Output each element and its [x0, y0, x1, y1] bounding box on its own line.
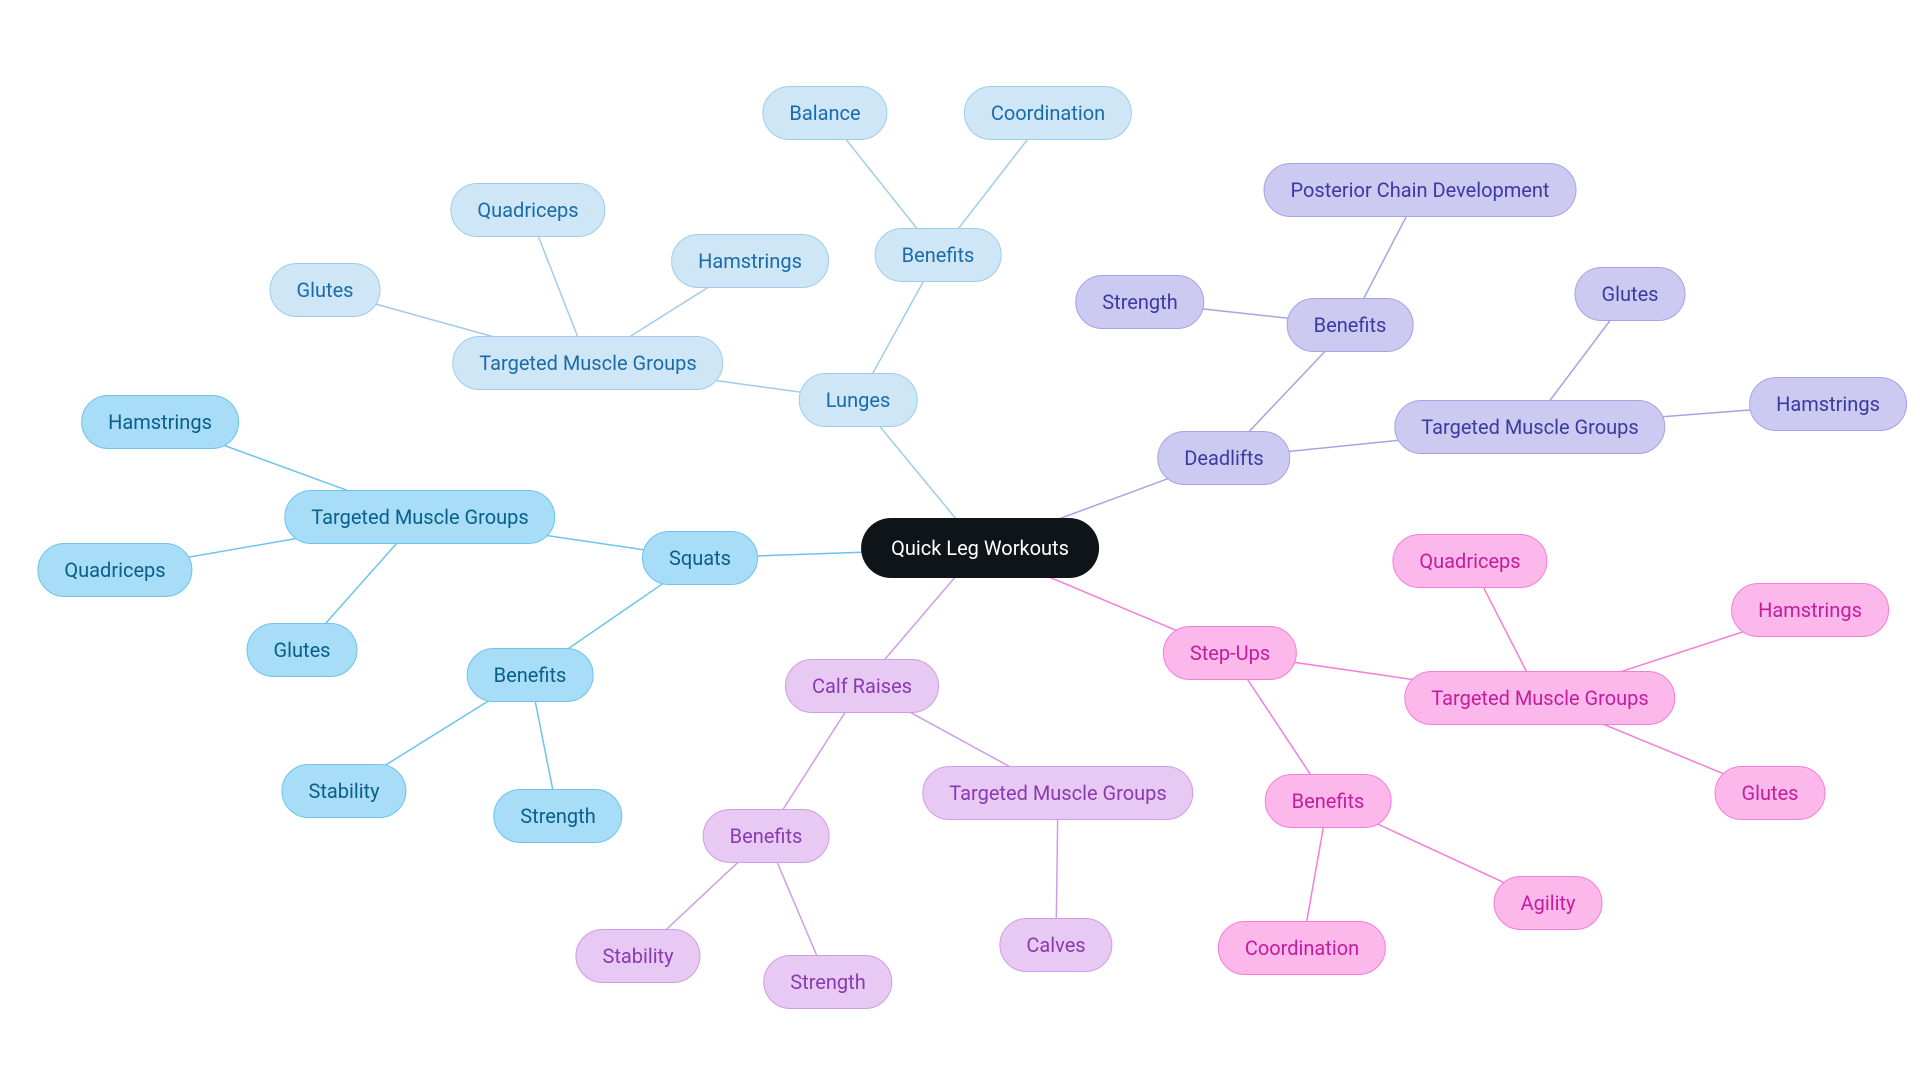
node-label: Strength: [1102, 290, 1177, 314]
node-label: Strength: [520, 804, 595, 828]
mindmap-node[interactable]: Strength: [763, 955, 892, 1009]
node-label: Balance: [789, 101, 860, 125]
mindmap-node[interactable]: Coordination: [1218, 921, 1386, 975]
node-label: Benefits: [1314, 313, 1387, 337]
mindmap-node[interactable]: Agility: [1494, 876, 1603, 930]
node-label: Lunges: [826, 388, 891, 412]
mindmap-node[interactable]: Benefits: [1287, 298, 1414, 352]
node-label: Benefits: [730, 824, 803, 848]
node-label: Deadlifts: [1184, 446, 1263, 470]
node-label: Squats: [669, 546, 731, 570]
node-label: Stability: [602, 944, 673, 968]
node-label: Targeted Muscle Groups: [479, 351, 696, 375]
node-label: Glutes: [1742, 781, 1799, 805]
mindmap-node[interactable]: Glutes: [247, 623, 358, 677]
mindmap-node[interactable]: Lunges: [799, 373, 918, 427]
node-label: Stability: [308, 779, 379, 803]
mindmap-node[interactable]: Quadriceps: [450, 183, 605, 237]
mindmap-node[interactable]: Quadriceps: [1392, 534, 1547, 588]
node-label: Targeted Muscle Groups: [1431, 686, 1648, 710]
mindmap-node[interactable]: Benefits: [875, 228, 1002, 282]
node-label: Glutes: [274, 638, 331, 662]
mindmap-node[interactable]: Calf Raises: [785, 659, 939, 713]
node-label: Calf Raises: [812, 674, 912, 698]
node-label: Quadriceps: [477, 198, 578, 222]
mindmap-node[interactable]: Balance: [762, 86, 887, 140]
node-label: Benefits: [1292, 789, 1365, 813]
mindmap-node[interactable]: Targeted Muscle Groups: [1404, 671, 1675, 725]
node-label: Quadriceps: [1419, 549, 1520, 573]
mindmap-node[interactable]: Glutes: [1575, 267, 1686, 321]
mindmap-node[interactable]: Benefits: [703, 809, 830, 863]
mindmap-node[interactable]: Hamstrings: [81, 395, 239, 449]
node-label: Calves: [1026, 933, 1085, 957]
node-label: Benefits: [902, 243, 975, 267]
node-label: Quadriceps: [64, 558, 165, 582]
mindmap-node[interactable]: Targeted Muscle Groups: [922, 766, 1193, 820]
node-label: Posterior Chain Development: [1291, 178, 1550, 202]
mindmap-node[interactable]: Hamstrings: [1749, 377, 1907, 431]
node-label: Targeted Muscle Groups: [311, 505, 528, 529]
mindmap-node[interactable]: Targeted Muscle Groups: [452, 336, 723, 390]
node-label: Hamstrings: [108, 410, 212, 434]
root-node[interactable]: Quick Leg Workouts: [861, 518, 1099, 578]
mindmap-node[interactable]: Strength: [493, 789, 622, 843]
mindmap-node[interactable]: Posterior Chain Development: [1264, 163, 1577, 217]
node-label: Targeted Muscle Groups: [1421, 415, 1638, 439]
mindmap-node[interactable]: Step-Ups: [1163, 626, 1297, 680]
node-label: Hamstrings: [698, 249, 802, 273]
mindmap-node[interactable]: Coordination: [964, 86, 1132, 140]
mindmap-node[interactable]: Hamstrings: [671, 234, 829, 288]
mindmap-canvas: Quick Leg Workouts Squats Targeted Muscle …: [0, 0, 1920, 1083]
node-label: Glutes: [297, 278, 354, 302]
node-label: Coordination: [1245, 936, 1359, 960]
mindmap-node[interactable]: Strength: [1075, 275, 1204, 329]
mindmap-node[interactable]: Squats: [642, 531, 758, 585]
mindmap-node[interactable]: Hamstrings: [1731, 583, 1889, 637]
mindmap-node[interactable]: Deadlifts: [1157, 431, 1290, 485]
mindmap-node[interactable]: Quadriceps: [37, 543, 192, 597]
mindmap-node[interactable]: Benefits: [467, 648, 594, 702]
mindmap-node[interactable]: Stability: [575, 929, 700, 983]
mindmap-node[interactable]: Calves: [999, 918, 1112, 972]
mindmap-node[interactable]: Targeted Muscle Groups: [284, 490, 555, 544]
node-label: Hamstrings: [1776, 392, 1880, 416]
node-label: Agility: [1521, 891, 1576, 915]
node-label: Strength: [790, 970, 865, 994]
node-label: Coordination: [991, 101, 1105, 125]
node-label: Benefits: [494, 663, 567, 687]
node-label: Glutes: [1602, 282, 1659, 306]
mindmap-node[interactable]: Stability: [281, 764, 406, 818]
node-label: Quick Leg Workouts: [891, 536, 1069, 560]
mindmap-node[interactable]: Glutes: [270, 263, 381, 317]
mindmap-node[interactable]: Glutes: [1715, 766, 1826, 820]
mindmap-node[interactable]: Benefits: [1265, 774, 1392, 828]
node-label: Hamstrings: [1758, 598, 1862, 622]
node-label: Step-Ups: [1190, 641, 1270, 665]
mindmap-node[interactable]: Targeted Muscle Groups: [1394, 400, 1665, 454]
node-label: Targeted Muscle Groups: [949, 781, 1166, 805]
